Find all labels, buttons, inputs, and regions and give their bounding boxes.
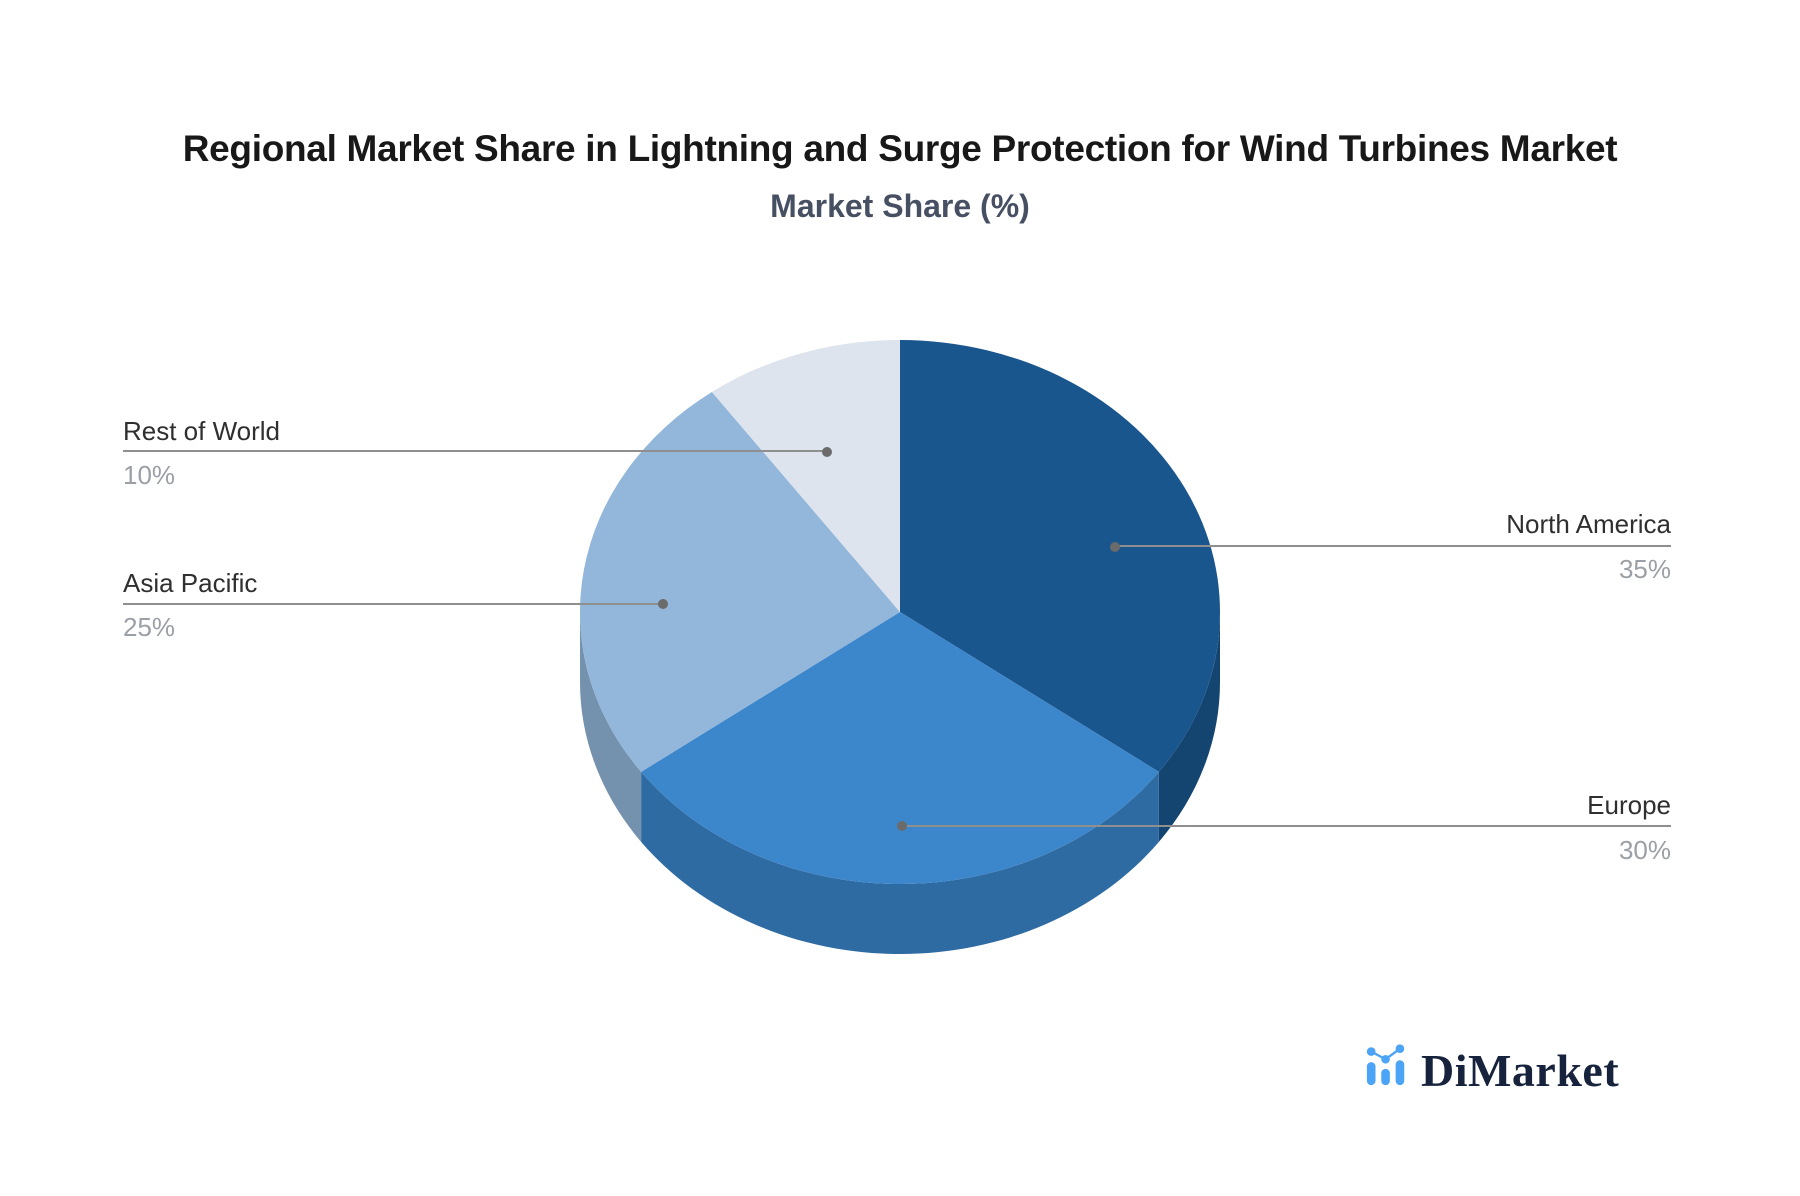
callout-label-rest-of-world: Rest of World — [123, 416, 280, 446]
pie-slice-europe — [641, 612, 1159, 884]
callout-label-north-america: North America — [1506, 509, 1671, 539]
callout-label-asia-pacific: Asia Pacific — [123, 568, 257, 598]
chart-title: Regional Market Share in Lightning and S… — [182, 128, 1618, 169]
pie-slice-north-america — [900, 340, 1220, 772]
brand-name: DiMarket — [1421, 1045, 1620, 1096]
bar-chart-trend-icon — [1366, 1044, 1405, 1086]
callout-value-europe: 30% — [1619, 835, 1671, 865]
callout-dot-north-america — [1110, 542, 1120, 552]
pie-slice-side-europe — [641, 771, 1159, 954]
pie-slice-side-asia-pacific — [580, 612, 642, 842]
callout-label-europe: Europe — [1587, 790, 1671, 820]
pie-slice-asia-pacific — [580, 391, 900, 772]
callout-value-rest-of-world: 10% — [123, 460, 175, 490]
callout-dot-europe — [897, 821, 907, 831]
callout-dot-rest-of-world — [822, 447, 832, 457]
brand-logo: DiMarket — [1364, 1042, 1619, 1094]
pie-slice-rest-of-world — [711, 340, 900, 612]
callout-value-asia-pacific: 25% — [123, 612, 175, 642]
callout-dot-asia-pacific — [658, 599, 668, 609]
chart-subtitle: Market Share (%) — [770, 188, 1030, 224]
pie-slice-side-north-america — [1158, 612, 1220, 842]
callout-value-north-america: 35% — [1619, 554, 1671, 584]
